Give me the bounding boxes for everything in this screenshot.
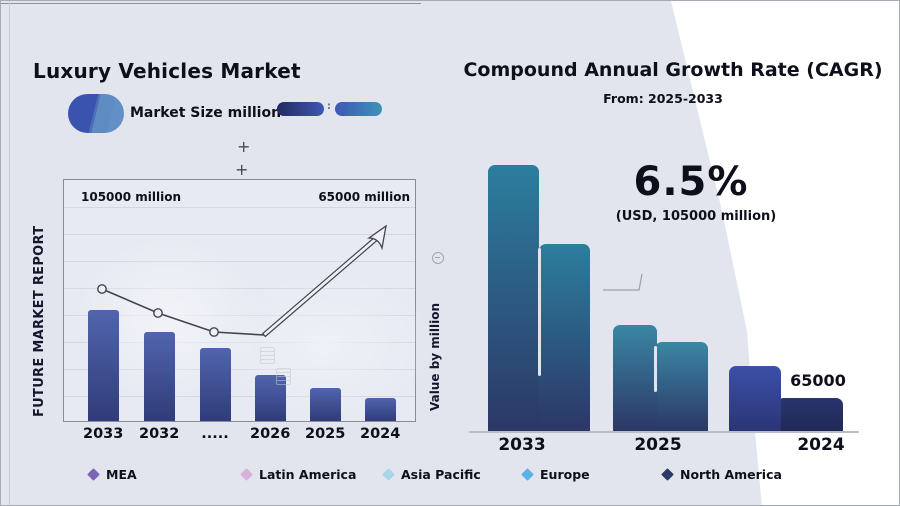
bar-gap-slit [654,346,657,392]
diamond-marker-icon [240,468,253,481]
bar-2033 [88,310,119,421]
x-label-.....: ..... [201,426,229,442]
corner-bracket-icon [603,273,643,291]
bar-gap-slit [538,248,541,376]
x-label-2033: 2033 [498,435,546,455]
frame-left-line [9,1,10,505]
x-label-2024: 2024 [360,426,401,442]
x-label-2024: 2024 [797,435,845,455]
bar-primary-2025 [613,325,657,431]
bar-secondary-2024 [780,398,843,431]
legend-item-mea: MEA [87,467,137,482]
legend-item-europe: Europe [521,467,590,482]
market-size-label: Market Size million [130,105,282,121]
market-size-capsule-icon [68,94,124,133]
x-axis-labels: 2033 2032..... 2026 2025 2024 [63,426,416,444]
x-label-2025: 2025 [305,426,346,442]
legend-label: Europe [540,467,590,482]
cagr-subtitle: From: 2025-2033 [603,91,723,106]
legend-item-latin-america: Latin America [240,467,357,482]
diamond-marker-icon [661,468,674,481]
bar-secondary-2025 [655,342,708,431]
plus-mark-2: + [235,160,249,179]
minus-circle-icon [432,252,444,264]
chart-min-label: 65000 million [318,190,410,204]
bar-value-label: 65000 [790,371,846,390]
legend-item-north-america: North America [661,467,782,482]
page-title: Luxury Vehicles Market [33,59,301,83]
cagr-title: Compound Annual Growth Rate (CAGR) [463,59,883,81]
legend-item-asia-pacific: Asia Pacific [382,467,481,482]
bar-2025 [310,388,341,421]
market-size-bar-chart: 105000 million 65000 million [63,179,434,422]
ratio-separator: : [327,101,331,112]
cagr-usd-note: (USD, 105000 million) [615,209,777,224]
x-label-2033: 2033 [83,426,124,442]
x-label-2026: 2026 [250,426,291,442]
document-watermark-icon [260,347,275,364]
capsule-facet [86,94,118,133]
chart-max-label: 105000 million [81,190,182,204]
bar-primary-2033 [488,165,539,431]
ratio-pill-right-icon [335,102,382,116]
bar-2024 [365,398,396,421]
bar-..... [200,348,231,421]
diamond-marker-icon [521,468,534,481]
diamond-marker-icon [87,468,100,481]
document-watermark-icon [276,368,291,385]
legend-label: MEA [106,467,137,482]
x-label-2025: 2025 [634,435,682,455]
diamond-marker-icon [382,468,395,481]
plus-mark-1: + [237,137,251,156]
future-market-report-watermark: FUTURE MARKET REPORT [32,225,47,417]
legend-label: Asia Pacific [401,467,481,482]
bar-2032 [144,332,175,421]
x-label-2032: 2032 [139,426,180,442]
cagr-percentage: 6.5% [633,159,749,205]
bar-secondary-2033 [539,244,590,431]
frame-top-line [1,3,421,4]
legend-label: North America [680,467,782,482]
bar-primary-2024 [729,366,781,431]
trend-line-and-arrow [97,224,387,338]
x-axis-baseline [469,431,859,433]
legend-label: Latin America [259,467,357,482]
ratio-pill-left-icon [277,102,324,116]
